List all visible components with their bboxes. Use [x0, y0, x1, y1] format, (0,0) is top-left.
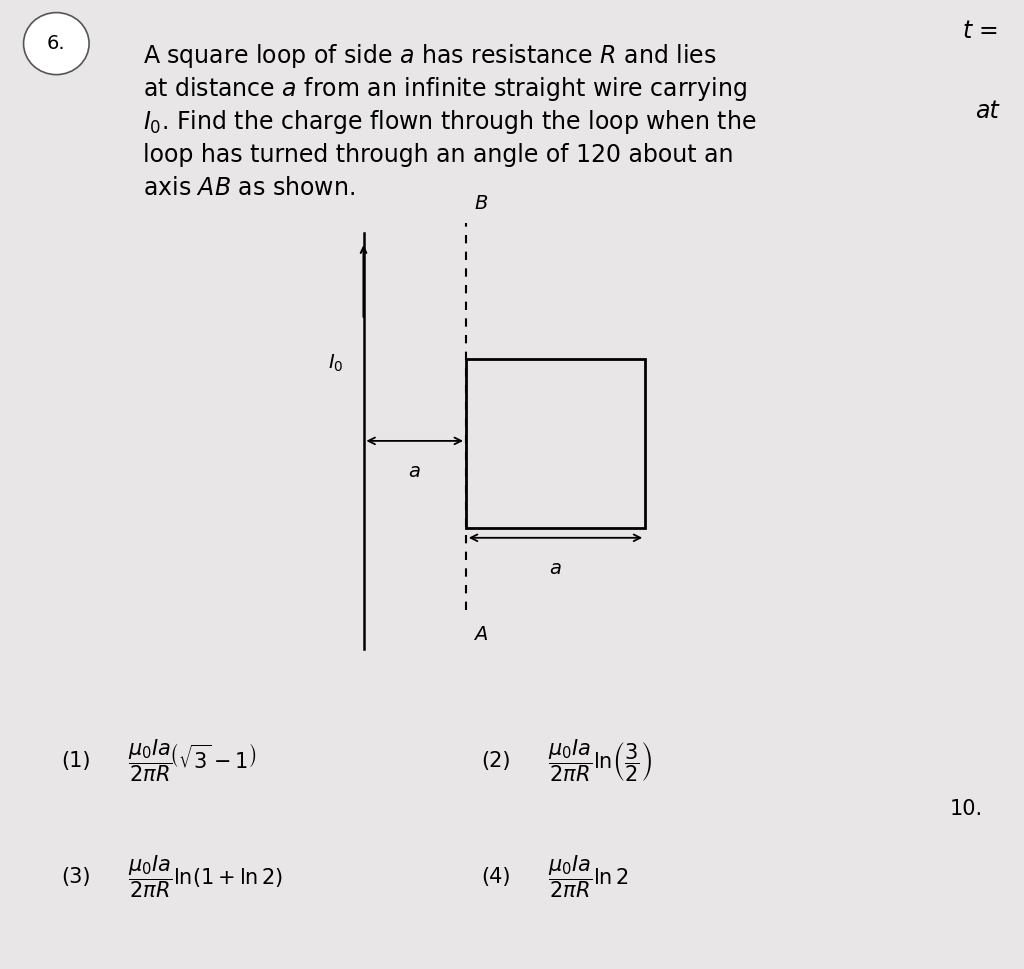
Text: loop has turned through an angle of 120 about an: loop has turned through an angle of 120 …: [143, 143, 734, 167]
Text: at distance $a$ from an infinite straight wire carrying: at distance $a$ from an infinite straigh…: [143, 76, 748, 103]
Text: (2): (2): [481, 751, 511, 770]
Text: at: at: [975, 100, 998, 123]
Circle shape: [24, 13, 89, 75]
Text: $a$: $a$: [549, 559, 562, 578]
Text: $t$ =: $t$ =: [963, 19, 998, 43]
Text: $I_0$. Find the charge flown through the loop when the: $I_0$. Find the charge flown through the…: [143, 109, 757, 136]
Text: 6.: 6.: [47, 34, 66, 53]
Text: $\dfrac{\mu_0 Ia}{2\pi R}\!\left(\sqrt{3}-1\right)$: $\dfrac{\mu_0 Ia}{2\pi R}\!\left(\sqrt{3…: [128, 737, 256, 784]
Text: (3): (3): [61, 867, 91, 887]
Text: $\dfrac{\mu_0 Ia}{2\pi R}\ln\!\left(\dfrac{3}{2}\right)$: $\dfrac{\mu_0 Ia}{2\pi R}\ln\!\left(\dfr…: [548, 737, 651, 784]
Text: A: A: [474, 625, 487, 644]
Text: (4): (4): [481, 867, 511, 887]
Text: $\dfrac{\mu_0 Ia}{2\pi R}\ln 2$: $\dfrac{\mu_0 Ia}{2\pi R}\ln 2$: [548, 854, 629, 900]
Text: $I_0$: $I_0$: [328, 353, 343, 374]
Text: $\dfrac{\mu_0 Ia}{2\pi R}\ln(1+\ln 2)$: $\dfrac{\mu_0 Ia}{2\pi R}\ln(1+\ln 2)$: [128, 854, 284, 900]
Text: B: B: [474, 194, 487, 213]
Bar: [466, 359, 645, 528]
Text: (1): (1): [61, 751, 91, 770]
Text: axis $AB$ as shown.: axis $AB$ as shown.: [143, 176, 355, 200]
Text: $a$: $a$: [409, 462, 421, 482]
Text: 10.: 10.: [950, 799, 983, 819]
Text: A square loop of side $a$ has resistance $R$ and lies: A square loop of side $a$ has resistance…: [143, 43, 717, 70]
